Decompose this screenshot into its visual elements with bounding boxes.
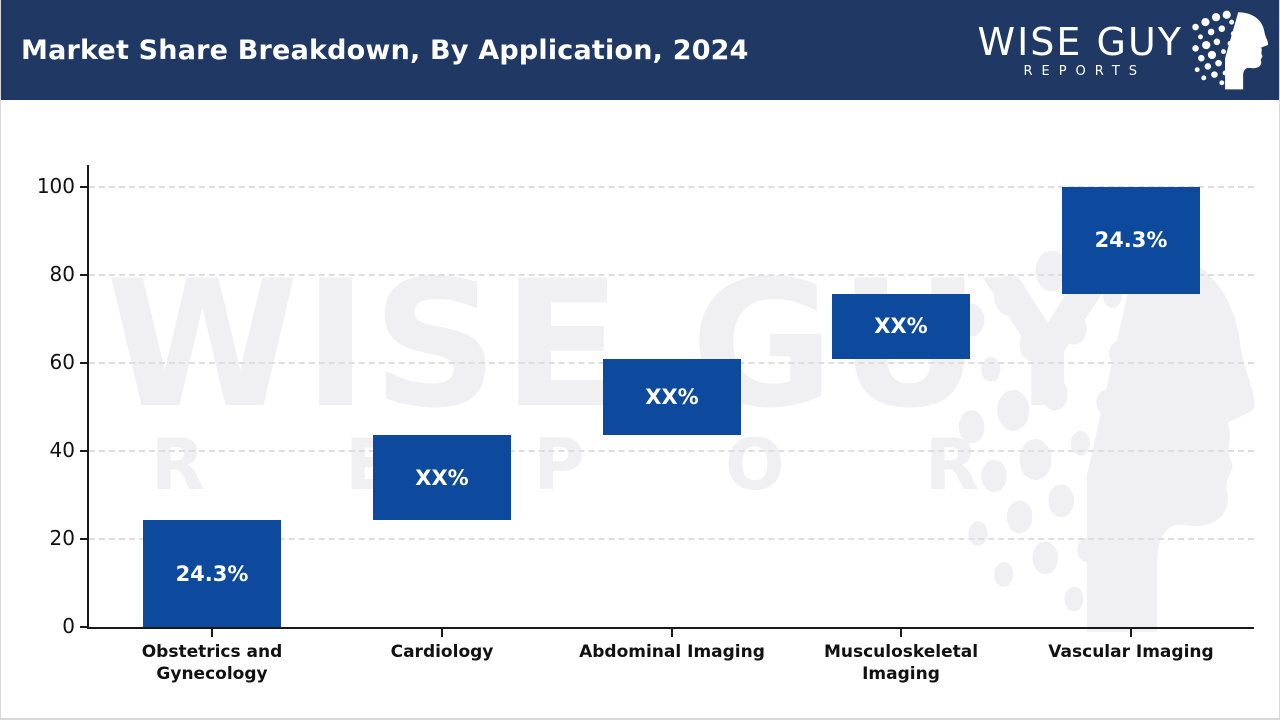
- bar-value-label-vascular-imaging: 24.3%: [1094, 228, 1168, 253]
- y-axis-tick-mark-40: [80, 450, 89, 452]
- page-title: Market Share Breakdown, By Application, …: [21, 34, 749, 66]
- bar-value-label-abdominal-imaging: XX%: [645, 384, 699, 409]
- gridline-20: [89, 538, 1254, 540]
- logo-face-icon: [1192, 10, 1269, 90]
- y-axis-tick-mark-60: [80, 362, 89, 364]
- bar-cardiology: XX%: [373, 435, 511, 521]
- x-axis-tick-mark-obstetrics-and-gynecology: [211, 629, 213, 637]
- brand-logo: WISE GUY REPORTS: [978, 8, 1271, 92]
- y-axis-tick-mark-80: [80, 274, 89, 276]
- bar-musculoskeletal-imaging: XX%: [832, 293, 970, 359]
- watermark-face-icon: [958, 238, 1255, 632]
- x-axis-tick-mark-abdominal-imaging: [671, 629, 673, 637]
- logo-wordmark: WISE GUY: [977, 19, 1183, 64]
- bar-obstetrics-and-gynecology: 24.3%: [143, 520, 281, 627]
- x-axis-line: [87, 627, 1254, 629]
- x-axis-label-vascular-imaging: Vascular Imaging: [1048, 642, 1214, 662]
- x-axis-label-abdominal-imaging: Abdominal Imaging: [579, 642, 765, 662]
- y-axis-tick-label-40: 40: [49, 438, 75, 462]
- x-axis-label-obstetrics-and-gynecology: Obstetrics and Gynecology: [141, 642, 283, 685]
- gridline-80: [89, 274, 1254, 276]
- bar-value-label-obstetrics-and-gynecology: 24.3%: [175, 561, 249, 586]
- gridline-40: [89, 450, 1254, 452]
- x-axis-label-musculoskeletal-imaging: Musculoskeletal Imaging: [823, 642, 979, 685]
- chart-canvas: WISE GUY R E P O R T S 02040608010024.3%…: [1, 100, 1279, 718]
- y-axis-tick-label-20: 20: [49, 526, 75, 550]
- y-axis-line: [87, 165, 89, 629]
- y-axis-tick-label-80: 80: [49, 262, 75, 286]
- logo-subtext: REPORTS: [1023, 63, 1147, 79]
- header-bar: Market Share Breakdown, By Application, …: [1, 0, 1279, 100]
- x-axis-tick-mark-vascular-imaging: [1130, 629, 1132, 637]
- y-axis-tick-mark-100: [80, 186, 89, 188]
- x-axis-tick-mark-musculoskeletal-imaging: [900, 629, 902, 637]
- bar-value-label-musculoskeletal-imaging: XX%: [874, 314, 928, 339]
- x-axis-tick-mark-cardiology: [441, 629, 443, 637]
- y-axis-tick-label-60: 60: [49, 350, 75, 374]
- y-axis-tick-label-100: 100: [36, 174, 75, 198]
- bar-abdominal-imaging: XX%: [603, 358, 741, 436]
- y-axis-tick-mark-20: [80, 538, 89, 540]
- x-axis-label-cardiology: Cardiology: [390, 642, 494, 662]
- bar-value-label-cardiology: XX%: [415, 465, 469, 490]
- gridline-100: [89, 186, 1254, 188]
- y-axis-tick-label-0: 0: [62, 614, 75, 638]
- bar-vascular-imaging: 24.3%: [1062, 187, 1200, 294]
- y-axis-tick-mark-0: [80, 626, 89, 628]
- brand-logo-text: WISE GUY REPORTS: [978, 23, 1183, 78]
